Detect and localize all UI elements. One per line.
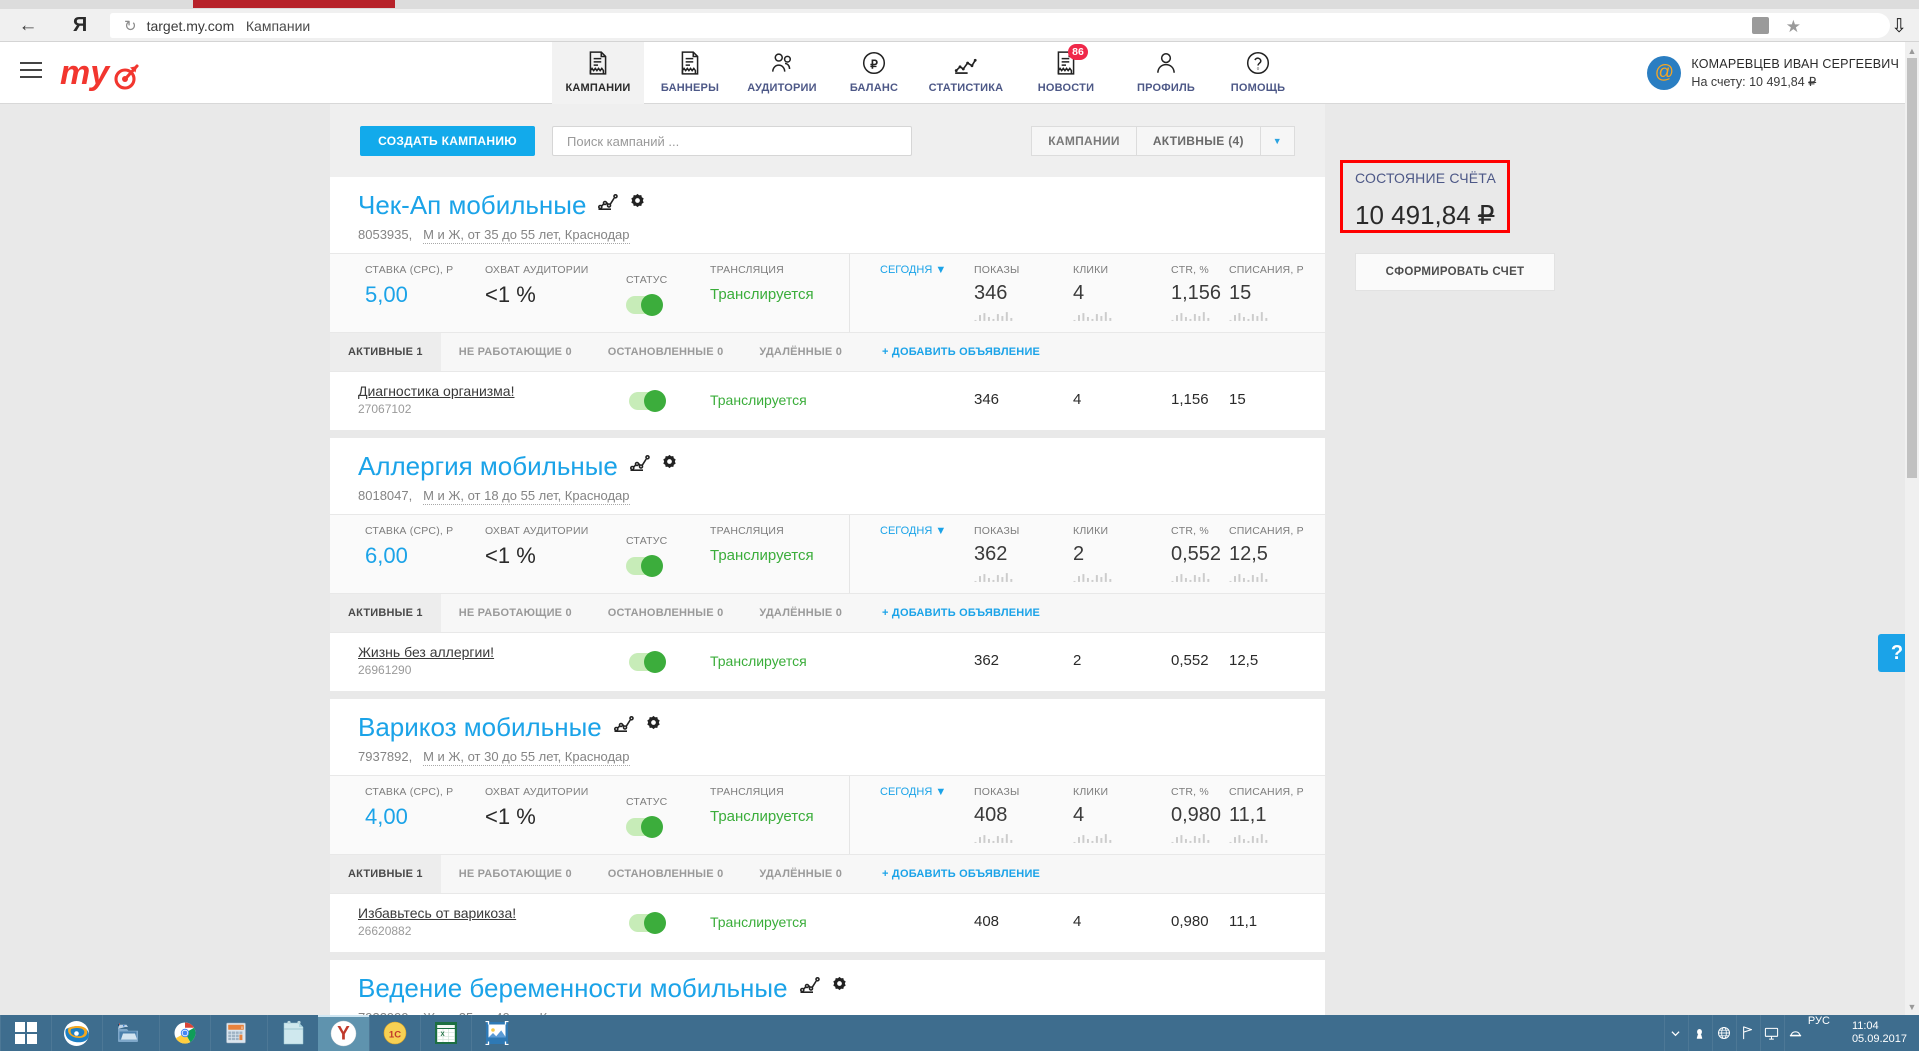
svg-text:Y: Y bbox=[337, 1023, 350, 1044]
svg-text:0: 0 bbox=[241, 1026, 243, 1030]
svg-text:1C: 1C bbox=[388, 1030, 400, 1041]
svg-text:₽: ₽ bbox=[870, 57, 878, 71]
